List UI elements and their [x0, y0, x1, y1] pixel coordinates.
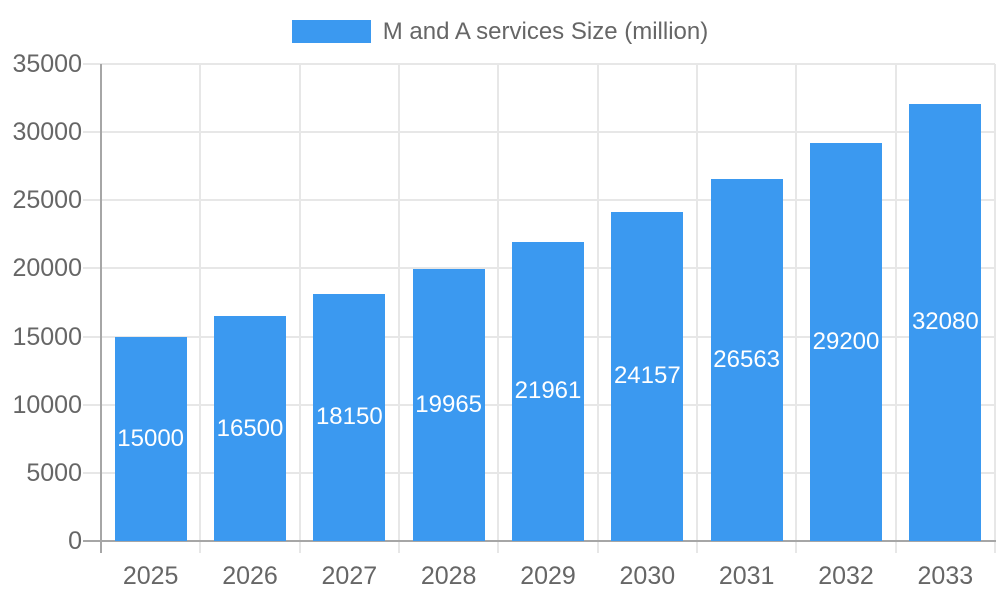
- gridline-v-5: [596, 64, 599, 553]
- bar-2026[interactable]: [214, 316, 286, 541]
- bar-value-2030: 24157: [613, 362, 681, 390]
- bar-value-2029: 21961: [514, 377, 582, 405]
- x-tick-label-2033: 2033: [917, 562, 974, 590]
- gridline-h-30000: [83, 131, 995, 134]
- gridline-v-9: [994, 64, 996, 553]
- bar-2031[interactable]: [710, 178, 783, 541]
- bar-value-2027: 18150: [315, 403, 383, 431]
- bar-2033[interactable]: [909, 103, 982, 541]
- bar-2032[interactable]: [810, 143, 882, 541]
- bar-value-2028: 19965: [415, 390, 483, 418]
- legend-label: M and A services Size (million): [382, 17, 709, 45]
- gridline-v-1: [199, 64, 202, 553]
- x-tick-label-2030: 2030: [619, 562, 676, 590]
- bar-2030[interactable]: [611, 211, 684, 541]
- y-tick-label-10000: 10000: [12, 390, 82, 419]
- plot-area: 0 5000 10000 15000 20000 25000 30000 35000 15000…: [12, 50, 996, 590]
- x-tick-label-2032: 2032: [818, 562, 874, 590]
- y-tick-label-20000: 20000: [12, 254, 82, 283]
- legend-swatch-icon: [291, 20, 371, 43]
- x-tick-label-2025: 2025: [122, 562, 179, 590]
- gridline-v-4: [497, 64, 500, 553]
- x-tick-label-2029: 2029: [520, 562, 576, 590]
- bar-value-2031: 26563: [713, 345, 781, 373]
- gridline-v-7: [795, 64, 798, 553]
- x-axis-line: [83, 540, 996, 542]
- bar-value-2026: 16500: [216, 414, 284, 442]
- y-axis-line: [100, 64, 102, 553]
- gridline-v-6: [696, 64, 698, 553]
- bar-2028[interactable]: [412, 268, 485, 541]
- bar-value-2025: 15000: [117, 424, 185, 452]
- y-tick-label-0: 0: [68, 527, 82, 555]
- gridline-h-35000: [83, 63, 995, 65]
- bar-2029[interactable]: [512, 241, 584, 541]
- legend[interactable]: M and A services Size (million): [0, 17, 1000, 45]
- gridline-h-25000: [83, 199, 995, 202]
- x-tick-label-2031: 2031: [718, 562, 775, 590]
- bar-2025[interactable]: [114, 336, 187, 541]
- y-tick-label-30000: 30000: [12, 118, 82, 147]
- x-tick-label-2026: 2026: [222, 562, 278, 590]
- x-tick-label-2027: 2027: [321, 562, 378, 590]
- x-tick-label-2028: 2028: [420, 562, 477, 590]
- y-tick-label-25000: 25000: [12, 186, 82, 215]
- gridline-v-2: [298, 64, 301, 553]
- bar-2027[interactable]: [313, 293, 386, 541]
- y-tick-label-5000: 5000: [26, 458, 82, 487]
- bar-value-2032: 29200: [812, 328, 880, 356]
- bar-value-2033: 32080: [911, 308, 979, 336]
- gridline-v-3: [398, 64, 400, 553]
- y-tick-label-35000: 35000: [12, 50, 82, 78]
- gridline-v-8: [894, 64, 897, 553]
- y-tick-label-15000: 15000: [12, 322, 82, 351]
